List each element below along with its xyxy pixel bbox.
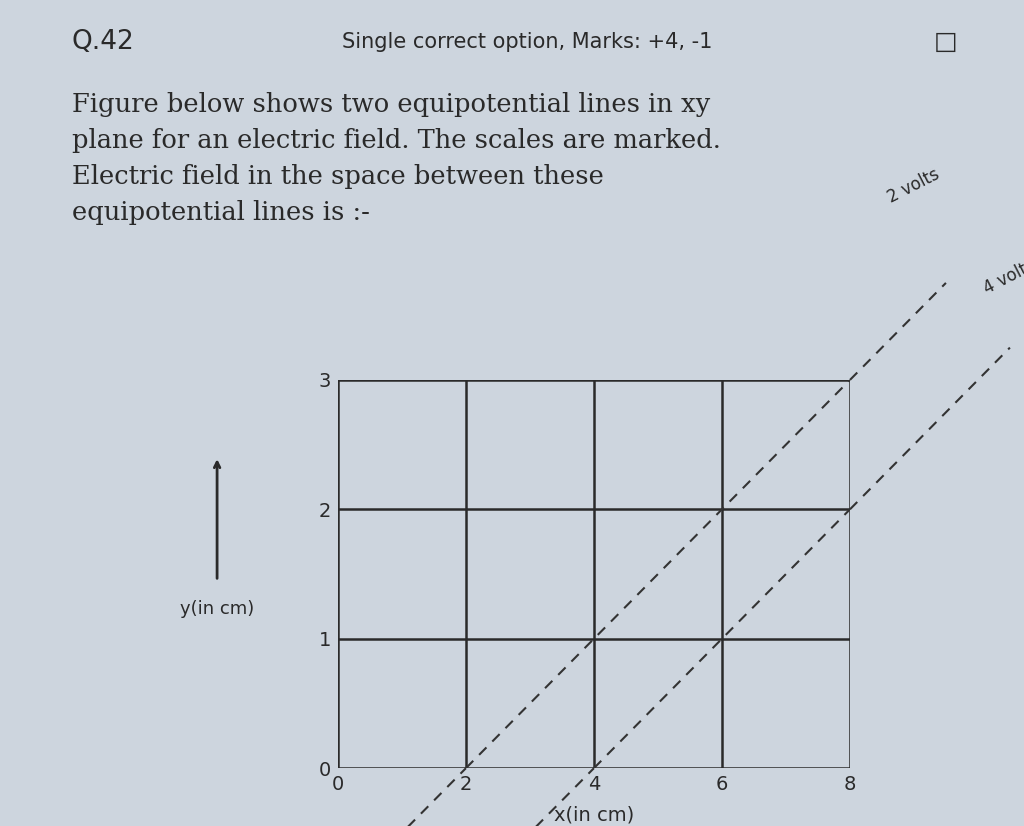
Text: Single correct option, Marks: +4, -1: Single correct option, Marks: +4, -1 [342,32,713,52]
Text: □: □ [934,30,957,55]
Text: Figure below shows two equipotential lines in xy
plane for an electric field. Th: Figure below shows two equipotential lin… [72,92,721,225]
Text: y(in cm): y(in cm) [180,600,254,618]
Text: Q.42: Q.42 [72,29,134,55]
Text: 4 volts: 4 volts [981,256,1024,297]
Text: 2 volts: 2 volts [885,165,943,206]
X-axis label: x(in cm): x(in cm) [554,805,634,824]
